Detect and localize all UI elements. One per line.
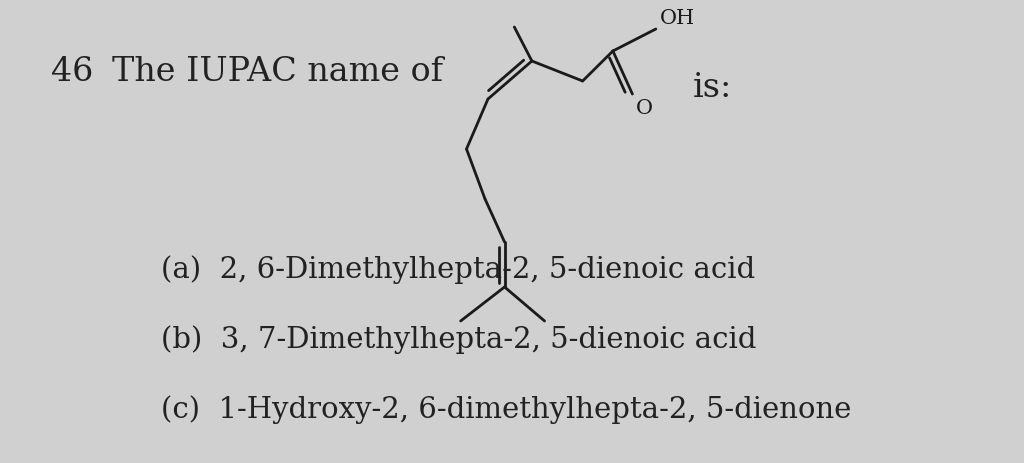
Text: (c)  1-Hydroxy-2, 6-dimethylhepta-2, 5-dienone: (c) 1-Hydroxy-2, 6-dimethylhepta-2, 5-di… — [161, 395, 851, 424]
Text: (a)  2, 6-Dimethylhepta-2, 5-dienoic acid: (a) 2, 6-Dimethylhepta-2, 5-dienoic acid — [161, 255, 755, 284]
Text: OH: OH — [659, 9, 695, 28]
Text: 46: 46 — [51, 56, 93, 88]
Text: (b)  3, 7-Dimethylhepta-2, 5-dienoic acid: (b) 3, 7-Dimethylhepta-2, 5-dienoic acid — [161, 325, 757, 354]
Text: The IUPAC name of: The IUPAC name of — [113, 56, 443, 88]
Text: O: O — [636, 99, 653, 118]
Text: is:: is: — [693, 72, 732, 104]
